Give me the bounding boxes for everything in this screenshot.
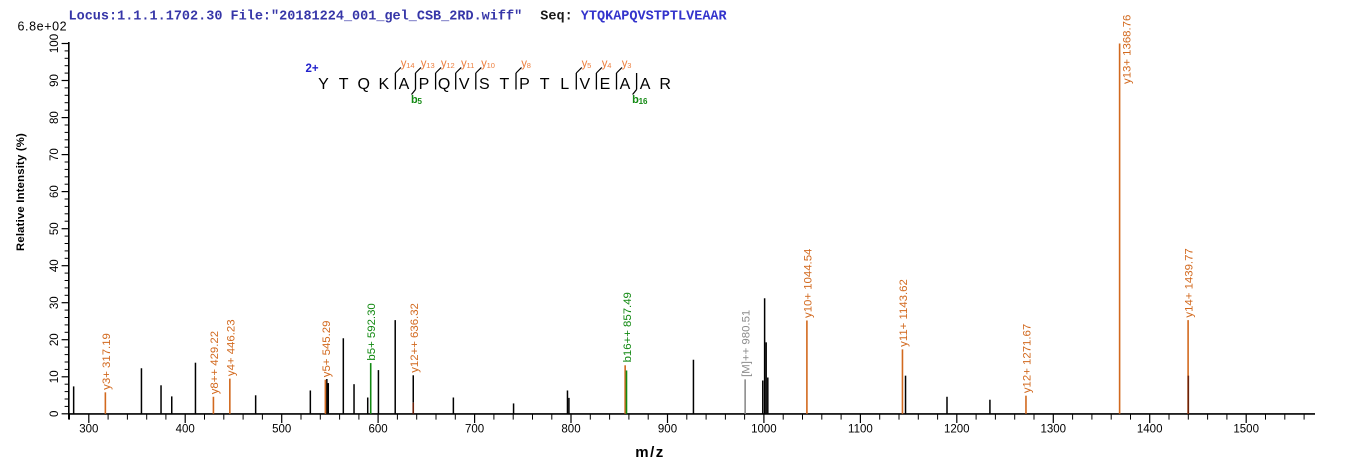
svg-text:y12++ 636.32: y12++ 636.32 (409, 303, 421, 373)
svg-text:Seq:: Seq: (540, 10, 572, 25)
svg-text:R: R (659, 76, 671, 93)
svg-text:Y: Y (318, 76, 329, 93)
svg-text:V: V (459, 76, 470, 93)
svg-text:30: 30 (49, 296, 61, 309)
svg-text:1000: 1000 (751, 424, 777, 436)
svg-text:300: 300 (79, 424, 98, 436)
svg-text:P: P (519, 76, 530, 93)
svg-text:y3+ 317.19: y3+ 317.19 (101, 333, 113, 390)
svg-text:5: 5 (418, 97, 423, 106)
svg-text:5: 5 (587, 61, 591, 70)
svg-text:m/z: m/z (635, 444, 665, 461)
svg-text:13: 13 (426, 61, 434, 70)
svg-text:y13+ 1368.76: y13+ 1368.76 (1122, 15, 1134, 84)
svg-text:P: P (419, 76, 430, 93)
svg-text:y8++ 429.22: y8++ 429.22 (209, 331, 221, 394)
svg-text:T: T (540, 76, 550, 93)
svg-text:b5+ 592.30: b5+ 592.30 (366, 303, 378, 360)
svg-text:y12+ 1271.67: y12+ 1271.67 (1021, 324, 1033, 393)
svg-text:y: y (441, 58, 447, 70)
svg-text:b16++ 857.49: b16++ 857.49 (622, 292, 634, 362)
svg-text:8: 8 (527, 61, 531, 70)
svg-text:y14+ 1439.77: y14+ 1439.77 (1184, 248, 1196, 317)
svg-text:60: 60 (49, 185, 61, 198)
svg-text:E: E (600, 76, 611, 93)
svg-text:10: 10 (487, 61, 495, 70)
svg-text:16: 16 (639, 97, 648, 106)
svg-text:900: 900 (658, 424, 677, 436)
svg-text:1200: 1200 (944, 424, 970, 436)
svg-text:y5+ 545.29: y5+ 545.29 (321, 321, 333, 378)
svg-text:6.8e+02: 6.8e+02 (18, 20, 68, 34)
svg-text:1500: 1500 (1233, 424, 1259, 436)
svg-text:A: A (640, 76, 651, 93)
svg-text:10: 10 (49, 370, 61, 383)
svg-text:Q: Q (357, 76, 369, 93)
svg-text:800: 800 (561, 424, 580, 436)
svg-text:YTQKAPQVSTPTLVEAAR: YTQKAPQVSTPTLVEAAR (581, 10, 728, 25)
svg-text:y: y (461, 58, 467, 70)
svg-text:V: V (579, 76, 590, 93)
svg-text:T: T (500, 76, 510, 93)
svg-text:L: L (560, 76, 569, 93)
svg-text:100: 100 (49, 34, 61, 53)
svg-text:20: 20 (49, 333, 61, 346)
svg-text:400: 400 (176, 424, 195, 436)
svg-text:y: y (521, 58, 527, 70)
svg-text:2+: 2+ (306, 63, 319, 75)
svg-text:Q: Q (438, 76, 450, 93)
svg-text:90: 90 (49, 74, 61, 87)
svg-text:Locus:1.1.1.1702.30 File:"2018: Locus:1.1.1.1702.30 File:"20181224_001_g… (69, 10, 523, 25)
svg-text:y10+ 1044.54: y10+ 1044.54 (802, 249, 814, 318)
svg-text:b: b (632, 94, 639, 106)
svg-text:b: b (411, 94, 418, 106)
svg-text:y: y (421, 58, 427, 70)
svg-text:y: y (622, 58, 628, 70)
svg-text:y4+ 446.23: y4+ 446.23 (225, 319, 237, 376)
svg-text:y: y (582, 58, 588, 70)
svg-text:3: 3 (627, 61, 631, 70)
svg-text:A: A (620, 76, 631, 93)
svg-text:K: K (378, 76, 389, 93)
svg-text:1100: 1100 (848, 424, 873, 436)
svg-text:y11+ 1143.62: y11+ 1143.62 (898, 279, 910, 347)
svg-text:1400: 1400 (1137, 424, 1163, 436)
svg-text:11: 11 (467, 61, 475, 70)
svg-text:50: 50 (49, 222, 61, 235)
svg-text:14: 14 (406, 61, 414, 70)
svg-text:12: 12 (446, 61, 454, 70)
svg-text:A: A (399, 76, 410, 93)
svg-text:Relative Intensity (%): Relative Intensity (%) (15, 133, 27, 251)
svg-text:1300: 1300 (1041, 424, 1067, 436)
svg-text:[M]++ 980.51: [M]++ 980.51 (741, 310, 753, 377)
svg-text:T: T (339, 76, 349, 93)
svg-text:y: y (401, 58, 407, 70)
svg-text:80: 80 (49, 111, 61, 124)
svg-text:0: 0 (49, 411, 61, 417)
svg-text:4: 4 (607, 61, 611, 70)
svg-text:70: 70 (49, 148, 61, 161)
svg-text:500: 500 (272, 424, 291, 436)
svg-text:700: 700 (465, 424, 484, 436)
svg-text:y: y (481, 58, 487, 70)
svg-text:y: y (602, 58, 608, 70)
svg-text:S: S (479, 76, 490, 93)
svg-text:600: 600 (369, 424, 388, 436)
svg-text:40: 40 (49, 259, 61, 272)
